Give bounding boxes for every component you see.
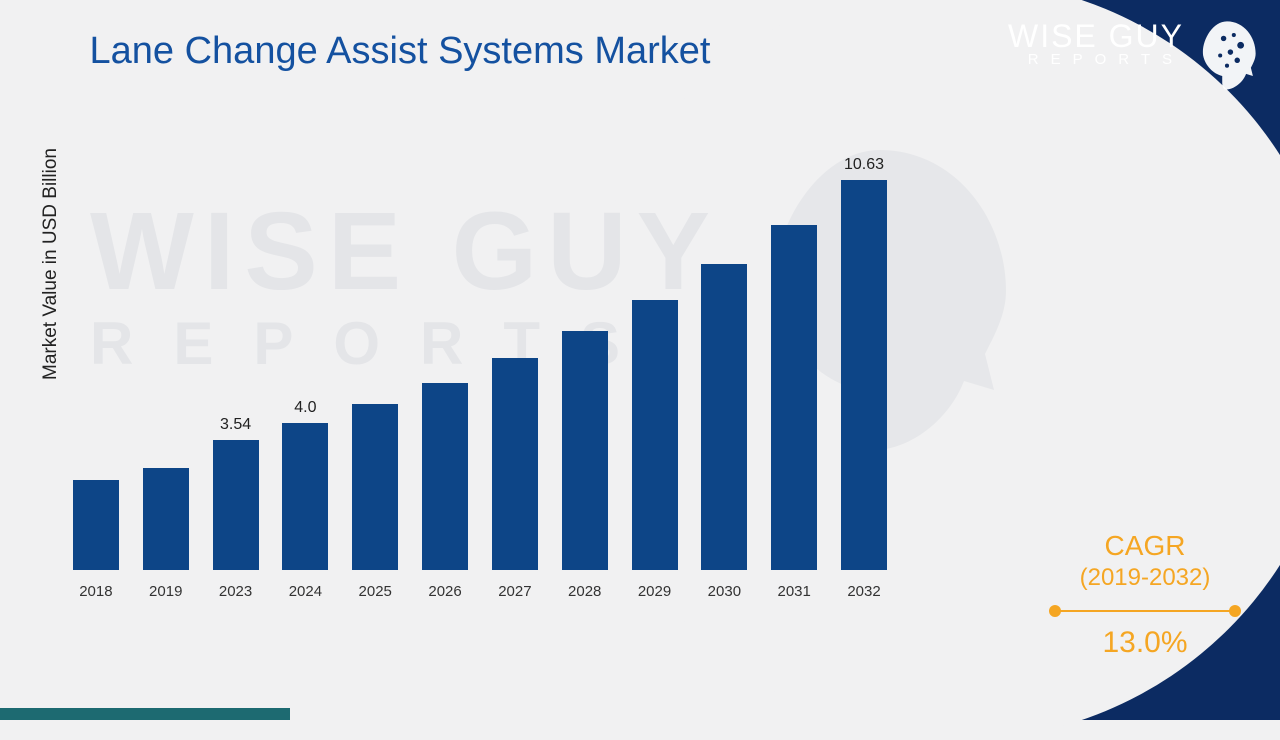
bar xyxy=(73,480,119,570)
bar xyxy=(632,300,678,570)
bar-chart: 3.54 4.0 10.63 2018 2019 2023 2024 2025 2026 202… xyxy=(70,180,890,600)
chart-title: Lane Change Assist Systems Market xyxy=(0,30,800,73)
x-tick-label: 2026 xyxy=(419,577,471,600)
x-tick-label: 2025 xyxy=(349,577,401,600)
cagr-divider xyxy=(1055,610,1235,612)
cagr-label: CAGR xyxy=(1010,530,1280,562)
x-tick-label: 2024 xyxy=(279,577,331,600)
x-tick-label: 2031 xyxy=(768,577,820,600)
bottom-strip xyxy=(0,708,290,720)
x-tick-label: 2028 xyxy=(559,577,611,600)
cagr-value: 13.0% xyxy=(1010,626,1280,660)
cagr-range: (2019-2032) xyxy=(1010,564,1280,592)
logo-line1: WISE GUY xyxy=(1008,18,1184,55)
bar xyxy=(701,264,747,570)
bar xyxy=(213,440,259,570)
bar xyxy=(771,225,817,570)
x-tick-label: 2019 xyxy=(140,577,192,600)
bar-group xyxy=(489,358,541,570)
y-axis-label: Market Value in USD Billion xyxy=(40,148,62,380)
bar-group xyxy=(349,404,401,570)
bar-group xyxy=(698,264,750,570)
bar-group: 10.63 xyxy=(838,180,890,570)
bar xyxy=(422,383,468,570)
x-tick-label: 2030 xyxy=(698,577,750,600)
bar-value-label: 4.0 xyxy=(294,399,316,417)
bar xyxy=(352,404,398,570)
bar-group: 3.54 xyxy=(210,440,262,570)
bar xyxy=(282,423,328,570)
x-tick-label: 2018 xyxy=(70,577,122,600)
x-tick-label: 2029 xyxy=(629,577,681,600)
x-tick-label: 2032 xyxy=(838,577,890,600)
bar-group xyxy=(629,300,681,570)
bars-container: 3.54 4.0 10.63 xyxy=(70,180,890,570)
bar-value-label: 10.63 xyxy=(844,156,884,174)
bar xyxy=(841,180,887,570)
bar xyxy=(492,358,538,570)
x-tick-label: 2027 xyxy=(489,577,541,600)
x-tick-label: 2023 xyxy=(210,577,262,600)
logo-line2: REPORTS xyxy=(1008,51,1184,68)
bar-group xyxy=(559,331,611,570)
bar-group xyxy=(419,383,471,570)
x-axis-labels: 2018 2019 2023 2024 2025 2026 2027 2028 2029 2030… xyxy=(70,577,890,600)
bar xyxy=(562,331,608,570)
bar-group xyxy=(70,480,122,570)
bar-group xyxy=(140,468,192,570)
bar-value-label: 3.54 xyxy=(220,416,251,434)
cagr-block: CAGR (2019-2032) 13.0% xyxy=(1010,530,1280,660)
bar-group xyxy=(768,225,820,570)
brand-logo: WISE GUY REPORTS xyxy=(1008,18,1262,68)
bar-group: 4.0 xyxy=(279,423,331,570)
bar xyxy=(143,468,189,570)
